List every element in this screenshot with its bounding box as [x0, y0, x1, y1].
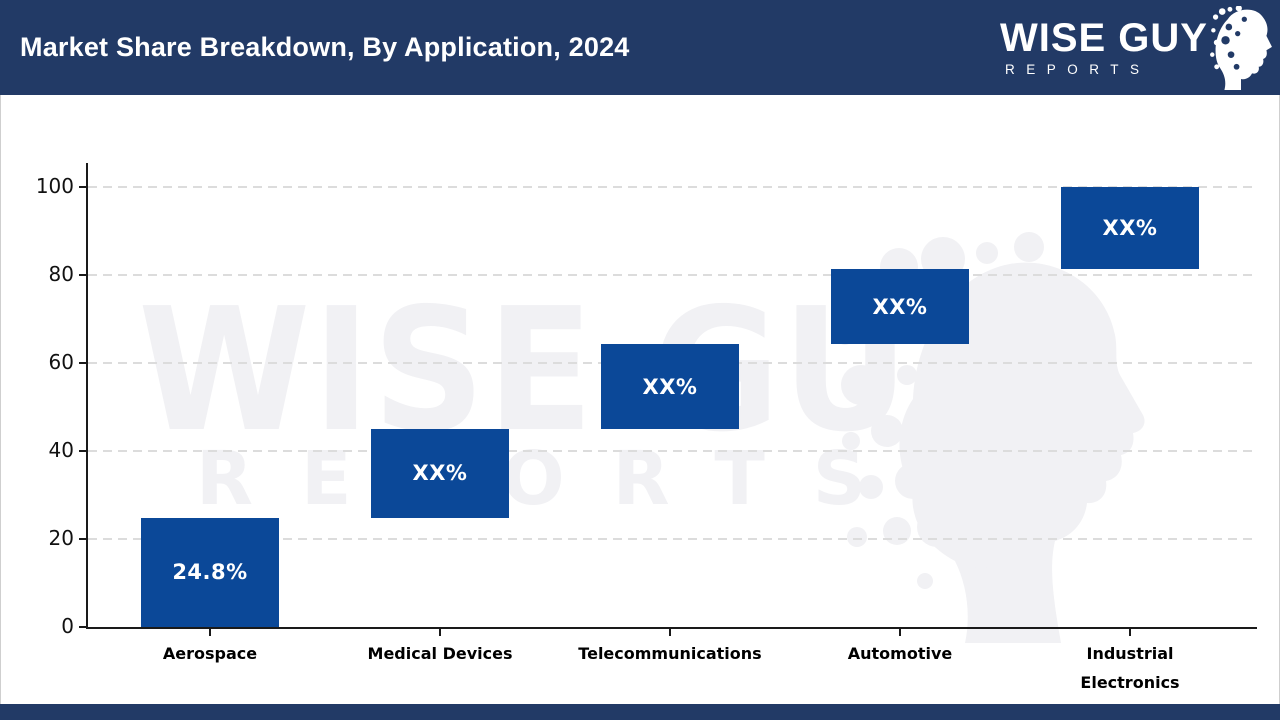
y-tick-label: 60 — [48, 350, 74, 374]
gridline — [88, 274, 1257, 276]
x-category-label: Medical Devices — [367, 644, 513, 663]
logo-head-icon — [1210, 5, 1272, 90]
x-category-label: Automotive — [847, 644, 953, 663]
footer-bar — [0, 704, 1280, 720]
x-tick-mark — [899, 629, 901, 636]
x-category-label: Industrial Electronics — [1080, 644, 1180, 692]
watermark-reports: REPORTS — [196, 436, 915, 522]
y-tick-label: 80 — [48, 262, 74, 286]
bar-telecommunications: XX% — [601, 344, 739, 429]
header-bar: Market Share Breakdown, By Application, … — [0, 0, 1280, 95]
logo-reports-text: REPORTS — [1004, 62, 1151, 77]
bar-industrial-electronics: XX% — [1061, 187, 1199, 270]
logo-wordmark: WISE GUY — [999, 16, 1208, 60]
y-tick-mark — [79, 186, 87, 188]
wise-guy-logo: WISE GUY REPORTS — [1000, 0, 1272, 95]
bar-value-label: 24.8% — [172, 560, 248, 585]
gridline — [88, 186, 1257, 188]
y-tick-mark — [79, 450, 87, 452]
bar-value-label: XX% — [872, 294, 928, 319]
bar-medical-devices: XX% — [371, 429, 509, 518]
gridline — [88, 538, 1257, 540]
x-tick-mark — [439, 629, 441, 636]
y-tick-mark — [79, 362, 87, 364]
x-tick-mark — [209, 629, 211, 636]
y-tick-mark — [79, 274, 87, 276]
y-tick-label: 20 — [48, 526, 74, 550]
x-category-label: Telecommunications — [578, 644, 762, 663]
bar-aerospace: 24.8% — [141, 517, 279, 627]
y-tick-label: 40 — [48, 438, 74, 462]
bar-automotive: XX% — [831, 269, 969, 345]
page-title: Market Share Breakdown, By Application, … — [20, 32, 630, 62]
y-axis-line — [86, 163, 88, 629]
x-axis-line — [86, 627, 1257, 629]
y-tick-mark — [79, 538, 87, 540]
bar-value-label: XX% — [642, 374, 698, 399]
logo-text: WISE GUY REPORTS — [1000, 18, 1208, 77]
x-tick-mark — [1129, 629, 1131, 636]
y-tick-label: 0 — [61, 614, 74, 638]
bar-value-label: XX% — [1102, 216, 1158, 241]
bar-value-label: XX% — [412, 461, 468, 486]
x-category-label: Aerospace — [162, 644, 258, 663]
y-tick-mark — [79, 626, 87, 628]
gridline — [88, 450, 1257, 452]
y-tick-label: 100 — [35, 174, 74, 198]
x-tick-mark — [669, 629, 671, 636]
